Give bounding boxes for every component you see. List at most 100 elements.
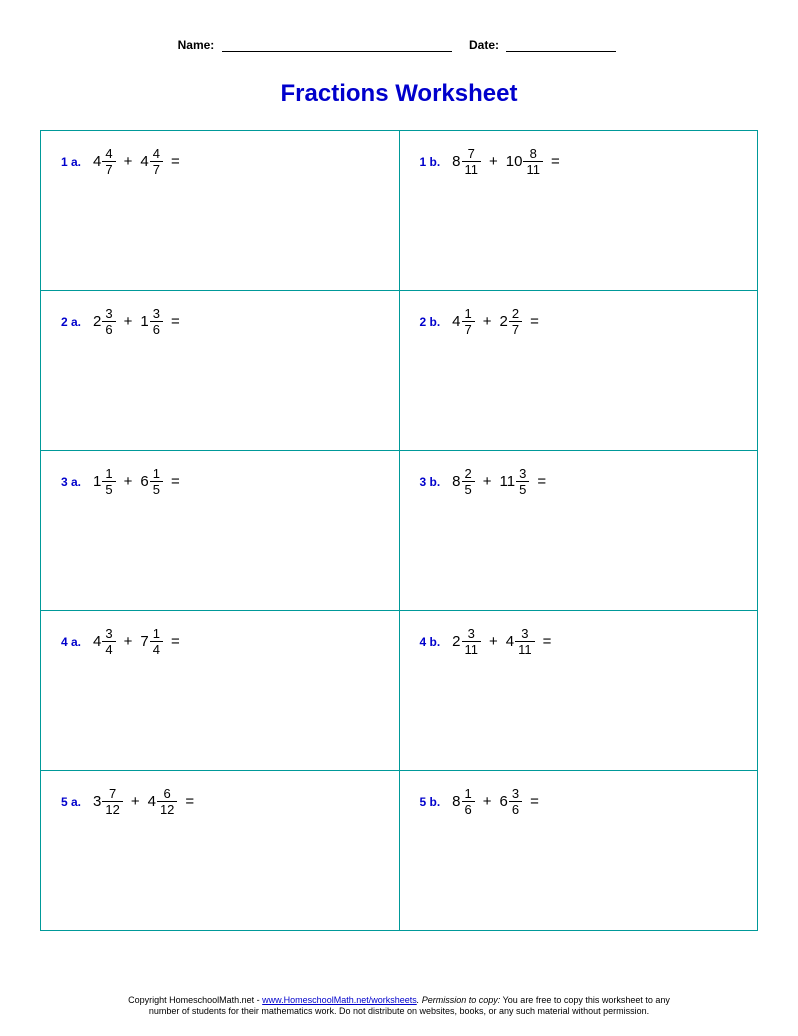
denominator: 5 (102, 482, 115, 496)
mixed-number: 825 (452, 467, 475, 496)
problem-label: 4 a. (61, 635, 81, 649)
date-label: Date: (469, 38, 499, 52)
mixed-number: 434 (93, 627, 116, 656)
whole-part: 4 (452, 313, 460, 330)
numerator: 3 (509, 787, 522, 802)
numerator: 1 (102, 467, 115, 482)
header-row: Name: Date: (40, 38, 758, 52)
fraction-part: 711 (462, 147, 482, 176)
numerator: 1 (462, 787, 475, 802)
whole-part: 4 (506, 633, 514, 650)
fraction-part: 16 (462, 787, 475, 816)
fraction-part: 311 (515, 627, 535, 656)
fraction-part: 311 (462, 627, 482, 656)
fraction-part: 17 (462, 307, 475, 336)
numerator: 4 (102, 147, 115, 162)
problem-grid: 1 a.447+447=1 b.8711+10811=2 a.236+136=2… (40, 130, 758, 931)
numerator: 1 (150, 467, 163, 482)
fraction-part: 25 (462, 467, 475, 496)
equals-sign: = (543, 633, 552, 650)
problem-label: 2 a. (61, 315, 81, 329)
problem-label: 5 b. (420, 795, 441, 809)
problem-label: 5 a. (61, 795, 81, 809)
expression: 8711+10811= (452, 147, 560, 176)
whole-part: 2 (500, 313, 508, 330)
mixed-number: 816 (452, 787, 475, 816)
fraction-part: 14 (150, 627, 163, 656)
fraction-part: 36 (102, 307, 115, 336)
numerator: 6 (157, 787, 177, 802)
expression: 434 +714 = (93, 627, 180, 656)
whole-part: 10 (506, 153, 523, 170)
footer-permission: . Permission to copy: (417, 995, 501, 1005)
operator: + (483, 793, 492, 810)
expression: 115+615= (93, 467, 180, 496)
problem-cell: 3 b.825+1135= (399, 451, 758, 611)
numerator: 4 (150, 147, 163, 162)
operator: + (124, 313, 133, 330)
equals-sign: = (171, 633, 180, 650)
problem-cell: 4 b.2311+4311= (399, 611, 758, 771)
whole-part: 4 (140, 153, 148, 170)
mixed-number: 2311 (452, 627, 481, 656)
denominator: 7 (150, 162, 163, 176)
fraction-part: 34 (102, 627, 115, 656)
numerator: 3 (515, 627, 535, 642)
problem-cell: 3 a.115+615= (41, 451, 400, 611)
name-label: Name: (178, 38, 215, 52)
problem-cell: 1 a.447+447= (41, 131, 400, 291)
mixed-number: 714 (140, 627, 163, 656)
denominator: 6 (462, 802, 475, 816)
problem-label: 3 a. (61, 475, 81, 489)
numerator: 3 (150, 307, 163, 322)
mixed-number: 3712 (93, 787, 123, 816)
fraction-part: 612 (157, 787, 177, 816)
problem-label: 1 a. (61, 155, 81, 169)
fraction-part: 47 (102, 147, 115, 176)
denominator: 7 (102, 162, 115, 176)
numerator: 3 (516, 467, 529, 482)
problem-cell: 2 b. 417+227= (399, 291, 758, 451)
footer-link[interactable]: www.HomeschoolMath.net/worksheets (262, 995, 417, 1005)
operator: + (483, 473, 492, 490)
denominator: 4 (102, 642, 115, 656)
mixed-number: 227 (500, 307, 523, 336)
denominator: 11 (462, 642, 482, 656)
fraction-part: 36 (150, 307, 163, 336)
whole-part: 6 (140, 473, 148, 490)
mixed-number: 447 (140, 147, 163, 176)
mixed-number: 447 (93, 147, 116, 176)
whole-part: 1 (93, 473, 101, 490)
page-title: Fractions Worksheet (40, 80, 758, 108)
denominator: 5 (462, 482, 475, 496)
expression: 2311+4311= (452, 627, 551, 656)
equals-sign: = (537, 473, 546, 490)
problem-cell: 5 b.816+636= (399, 771, 758, 931)
denominator: 6 (150, 322, 163, 336)
footer-text-post: You are free to copy this worksheet to a… (500, 995, 670, 1005)
date-blank (506, 51, 616, 52)
expression: 816+636= (452, 787, 539, 816)
problem-cell: 4 a. 434 +714 = (41, 611, 400, 771)
mixed-number: 115 (93, 467, 116, 496)
numerator: 3 (102, 627, 115, 642)
fraction-part: 35 (516, 467, 529, 496)
fraction-part: 36 (509, 787, 522, 816)
fraction-part: 15 (102, 467, 115, 496)
equals-sign: = (171, 313, 180, 330)
equals-sign: = (171, 153, 180, 170)
operator: + (124, 633, 133, 650)
expression: 417+227= (452, 307, 539, 336)
mixed-number: 10811 (506, 147, 543, 176)
whole-part: 2 (452, 633, 460, 650)
mixed-number: 4612 (148, 787, 178, 816)
denominator: 5 (150, 482, 163, 496)
mixed-number: 417 (452, 307, 475, 336)
equals-sign: = (171, 473, 180, 490)
problem-label: 1 b. (420, 155, 441, 169)
problem-cell: 2 a.236+136= (41, 291, 400, 451)
whole-part: 6 (500, 793, 508, 810)
problem-label: 2 b. (420, 315, 441, 329)
denominator: 6 (509, 802, 522, 816)
name-blank (222, 51, 452, 52)
